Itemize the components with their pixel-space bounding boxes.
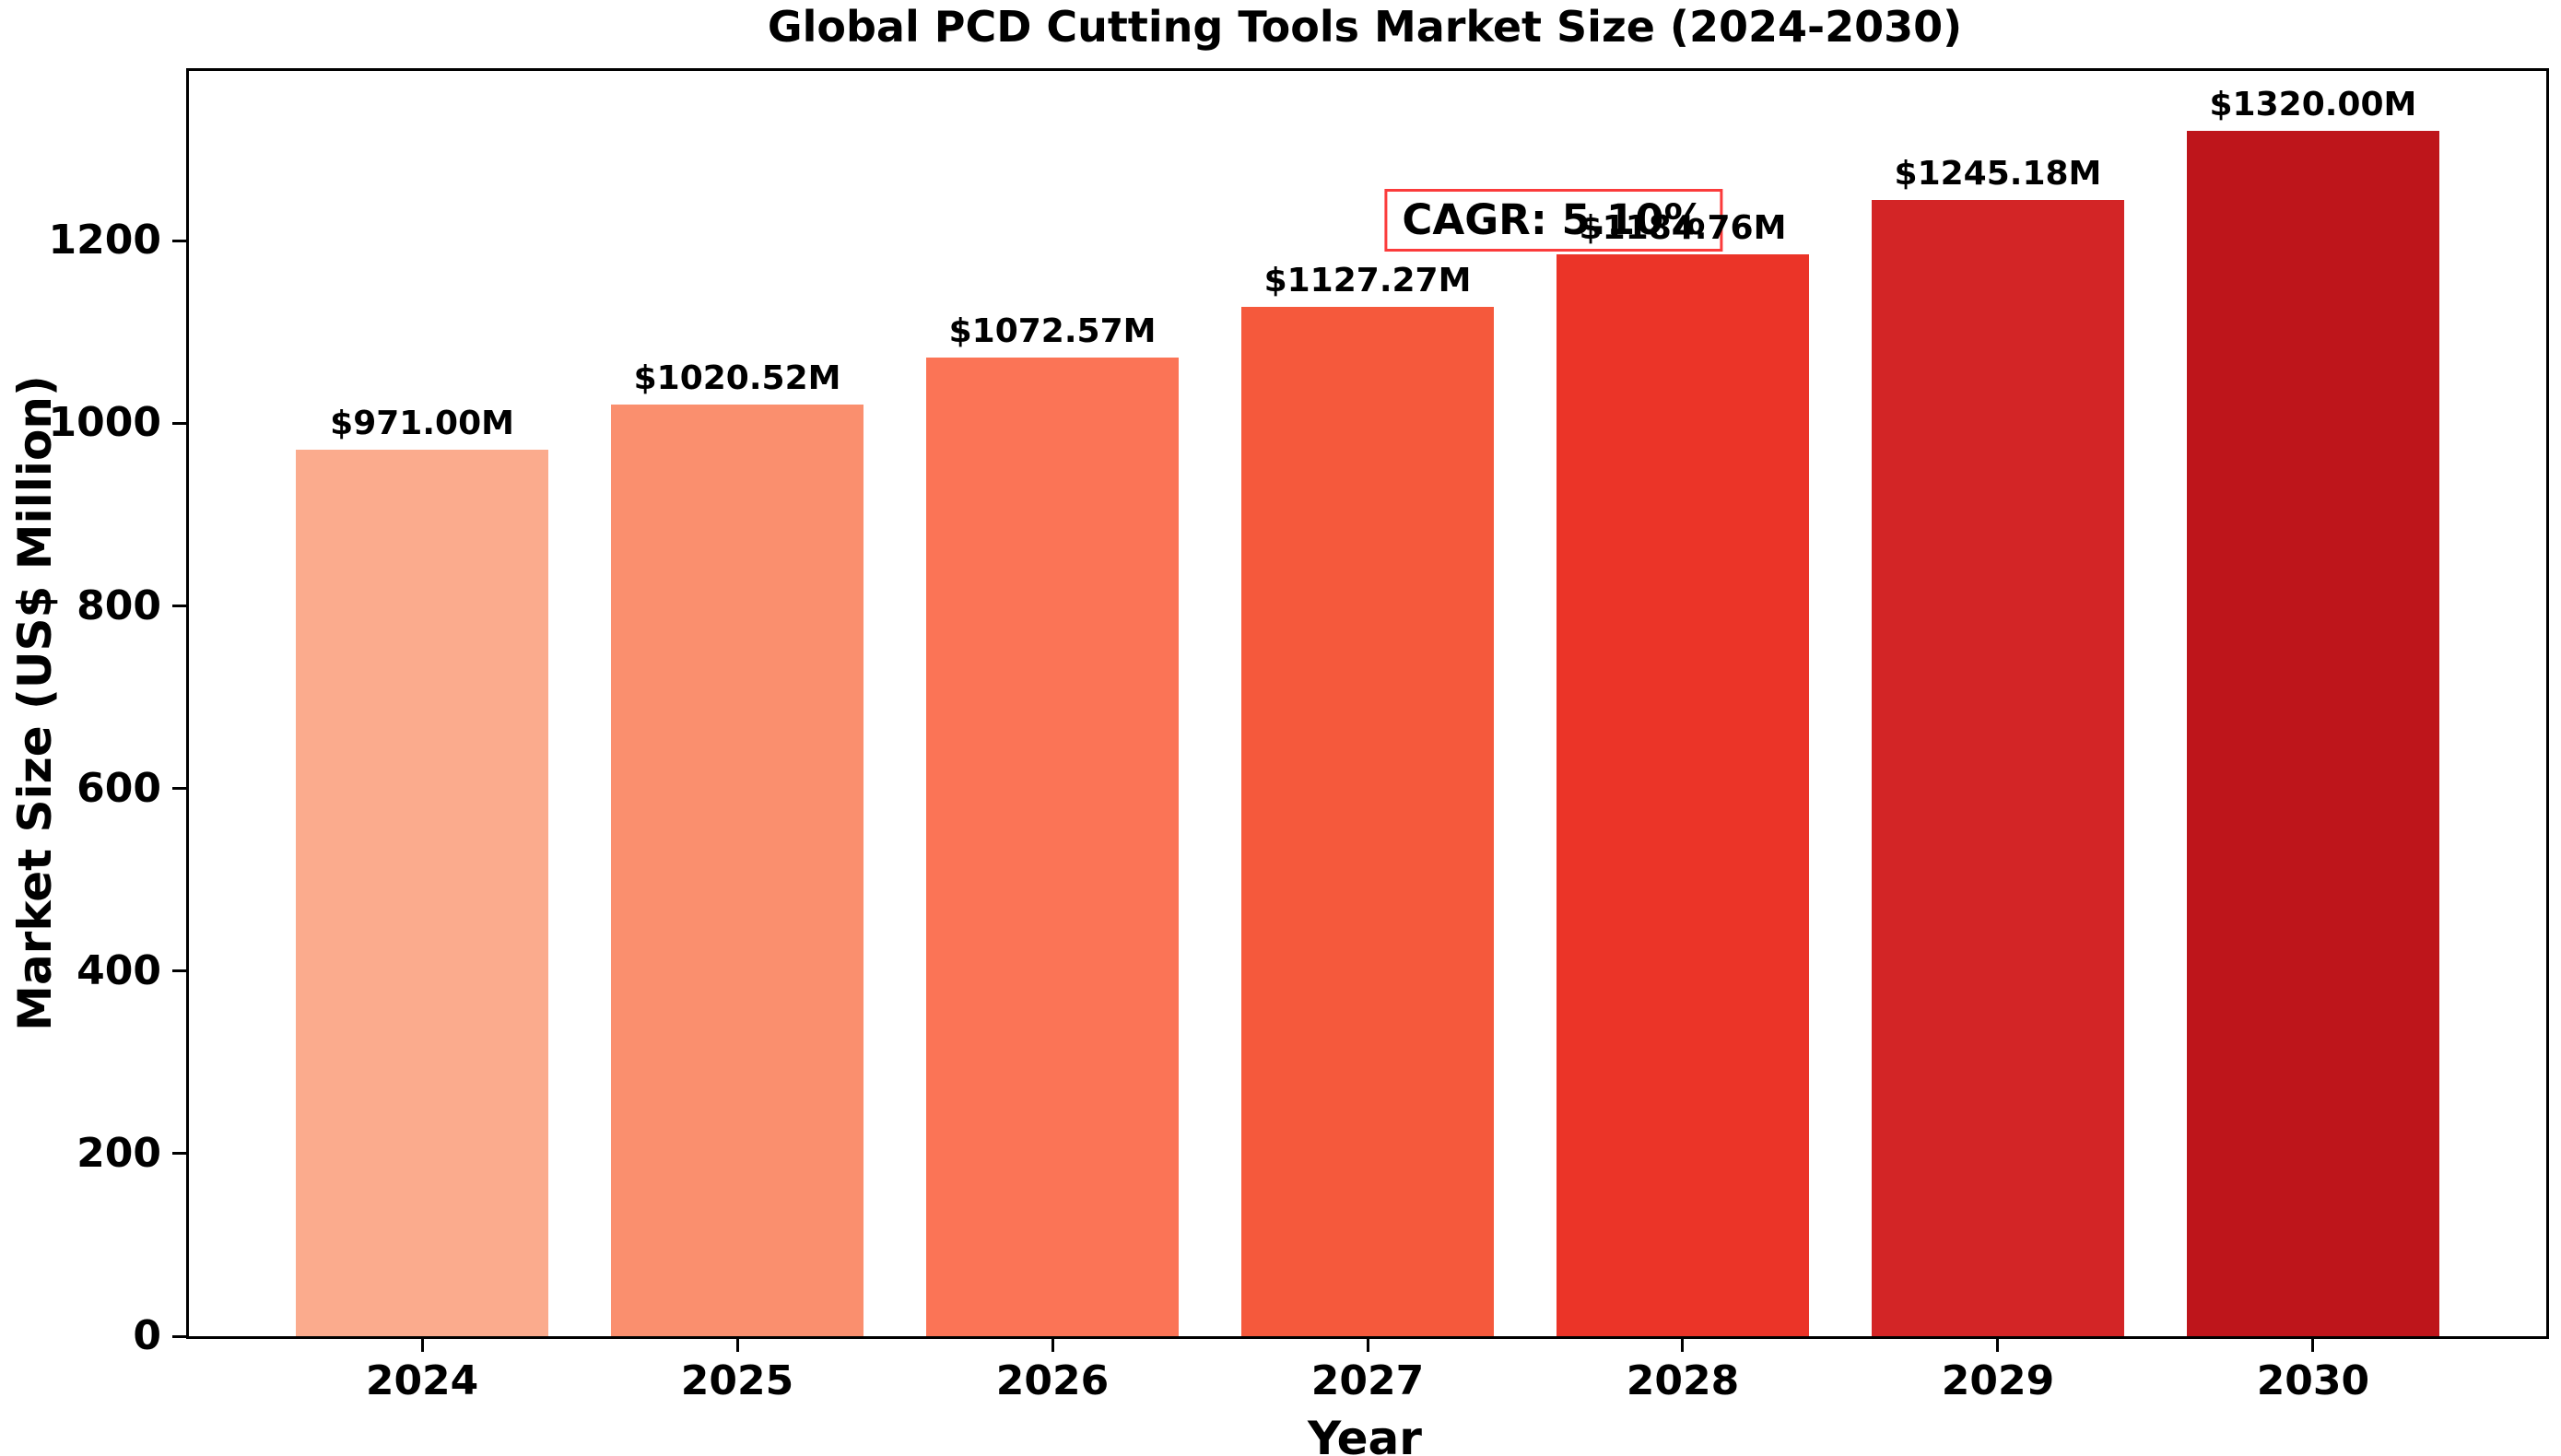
y-tick-label: 1000 — [48, 399, 161, 447]
y-tick — [172, 605, 186, 607]
x-tick — [420, 1339, 424, 1352]
bar-2024 — [296, 450, 548, 1336]
x-tick — [735, 1339, 739, 1352]
x-tick — [2311, 1339, 2315, 1352]
y-tick — [172, 787, 186, 791]
y-tick — [172, 421, 186, 425]
x-tick — [1051, 1339, 1054, 1352]
x-tick-label: 2025 — [680, 1357, 794, 1404]
y-tick-label: 200 — [76, 1129, 161, 1177]
y-tick — [172, 1152, 186, 1156]
x-tick-label: 2028 — [1626, 1357, 1740, 1404]
x-axis-label: Year — [1308, 1412, 1422, 1456]
x-tick — [1681, 1339, 1685, 1352]
bar-value-label: $1072.57M — [948, 311, 1157, 350]
bar-2027 — [1241, 307, 1494, 1336]
chart-title: Global PCD Cutting Tools Market Size (20… — [767, 2, 1963, 52]
y-tick-label: 1200 — [48, 217, 161, 264]
cagr-annotation: CAGR: 5.10% — [1384, 189, 1723, 252]
y-tick-label: 400 — [76, 946, 161, 994]
bar-value-label: $1184.76M — [1579, 209, 1787, 248]
y-tick-label: 0 — [133, 1312, 161, 1359]
y-tick — [172, 1334, 186, 1338]
x-tick — [1996, 1339, 2000, 1352]
plot-area: CAGR: 5.10% 0 200 400 600 800 1000 1200 $971.00… — [49, 68, 2549, 1404]
bar-value-label: $1020.52M — [633, 359, 841, 398]
bar-2028 — [1557, 254, 1809, 1336]
bar-value-label: $1245.18M — [1894, 154, 2102, 193]
y-tick — [172, 969, 186, 973]
y-tick-label: 600 — [76, 764, 161, 812]
y-tick — [172, 239, 186, 242]
y-tick-label: 800 — [76, 581, 161, 629]
bar-value-label: $1127.27M — [1263, 262, 1472, 300]
bar-2029 — [1872, 199, 2124, 1336]
bar-2030 — [2187, 131, 2439, 1336]
bar-2026 — [926, 357, 1179, 1336]
bar-value-label: $1320.00M — [2209, 86, 2417, 124]
bar-2025 — [611, 405, 863, 1336]
x-tick-label: 2026 — [995, 1357, 1110, 1404]
x-tick-label: 2027 — [1310, 1357, 1425, 1404]
x-tick-label: 2029 — [1941, 1357, 2055, 1404]
x-tick — [1366, 1339, 1369, 1352]
x-tick-label: 2030 — [2256, 1357, 2370, 1404]
bar-value-label: $971.00M — [330, 405, 514, 443]
x-tick-label: 2024 — [365, 1357, 479, 1404]
